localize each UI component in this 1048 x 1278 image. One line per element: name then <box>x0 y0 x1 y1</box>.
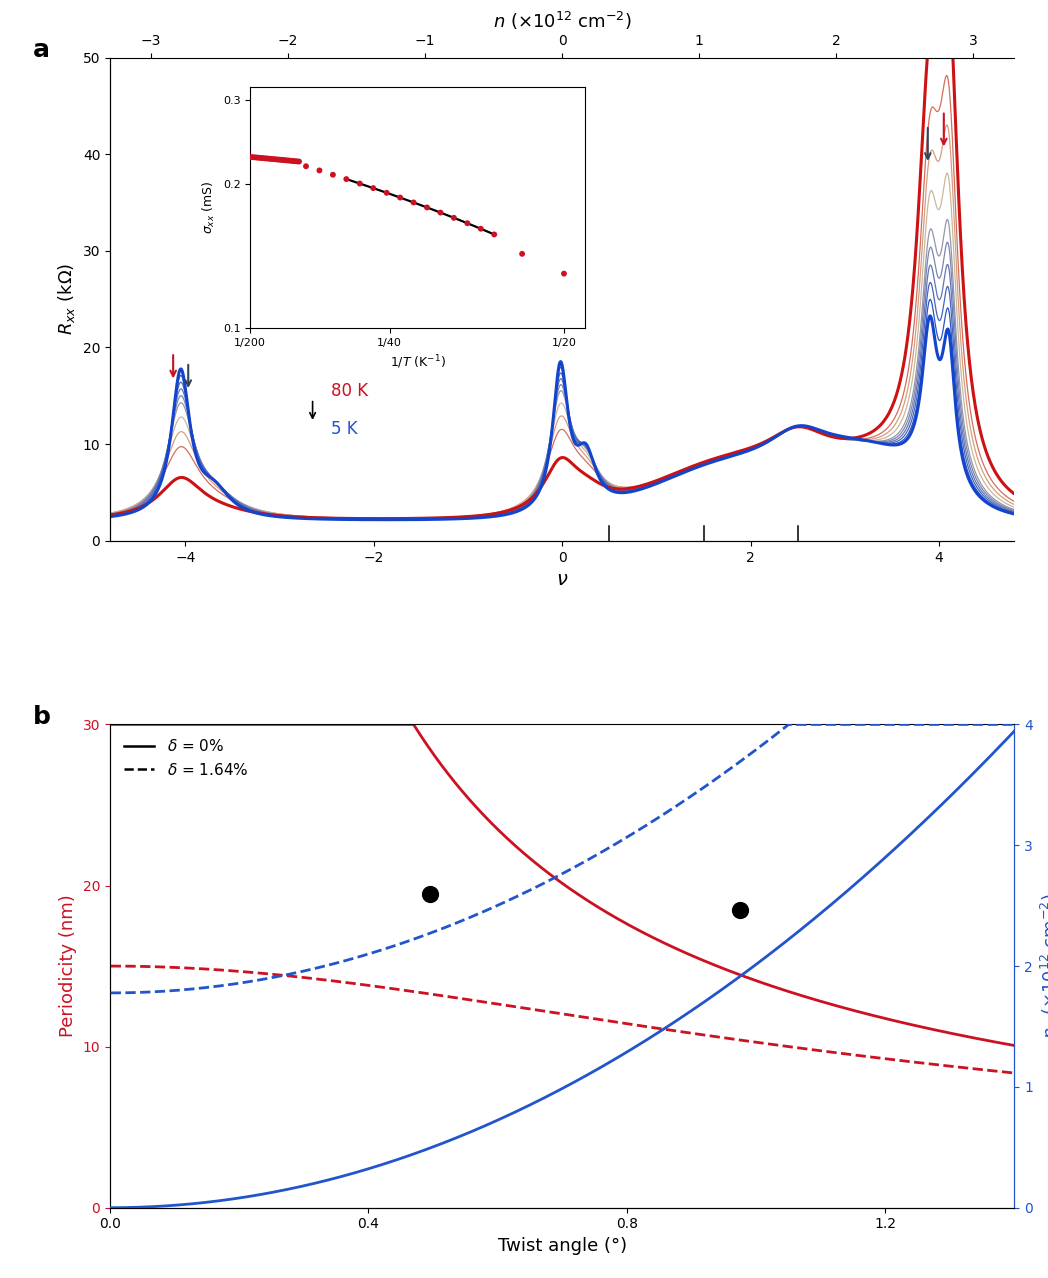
Y-axis label: $n_s$ ($\times$10$^{12}$ cm$^{-2}$): $n_s$ ($\times$10$^{12}$ cm$^{-2}$) <box>1039 893 1048 1039</box>
X-axis label: $\nu$: $\nu$ <box>556 570 568 589</box>
X-axis label: $n$ ($\times$10$^{12}$ cm$^{-2}$): $n$ ($\times$10$^{12}$ cm$^{-2}$) <box>493 10 632 32</box>
Text: a: a <box>34 38 50 63</box>
Point <box>421 883 438 904</box>
X-axis label: Twist angle (°): Twist angle (°) <box>498 1237 627 1255</box>
Legend: $\delta$ = 0%, $\delta$ = 1.64%: $\delta$ = 0%, $\delta$ = 1.64% <box>117 732 255 783</box>
Text: b: b <box>34 705 51 730</box>
Text: 80 K: 80 K <box>331 382 369 400</box>
Y-axis label: Periodicity (nm): Periodicity (nm) <box>59 895 78 1038</box>
Y-axis label: $R_{xx}$ (k$\Omega$): $R_{xx}$ (k$\Omega$) <box>57 263 78 335</box>
Text: 5 K: 5 K <box>331 420 358 438</box>
Point <box>732 900 748 920</box>
